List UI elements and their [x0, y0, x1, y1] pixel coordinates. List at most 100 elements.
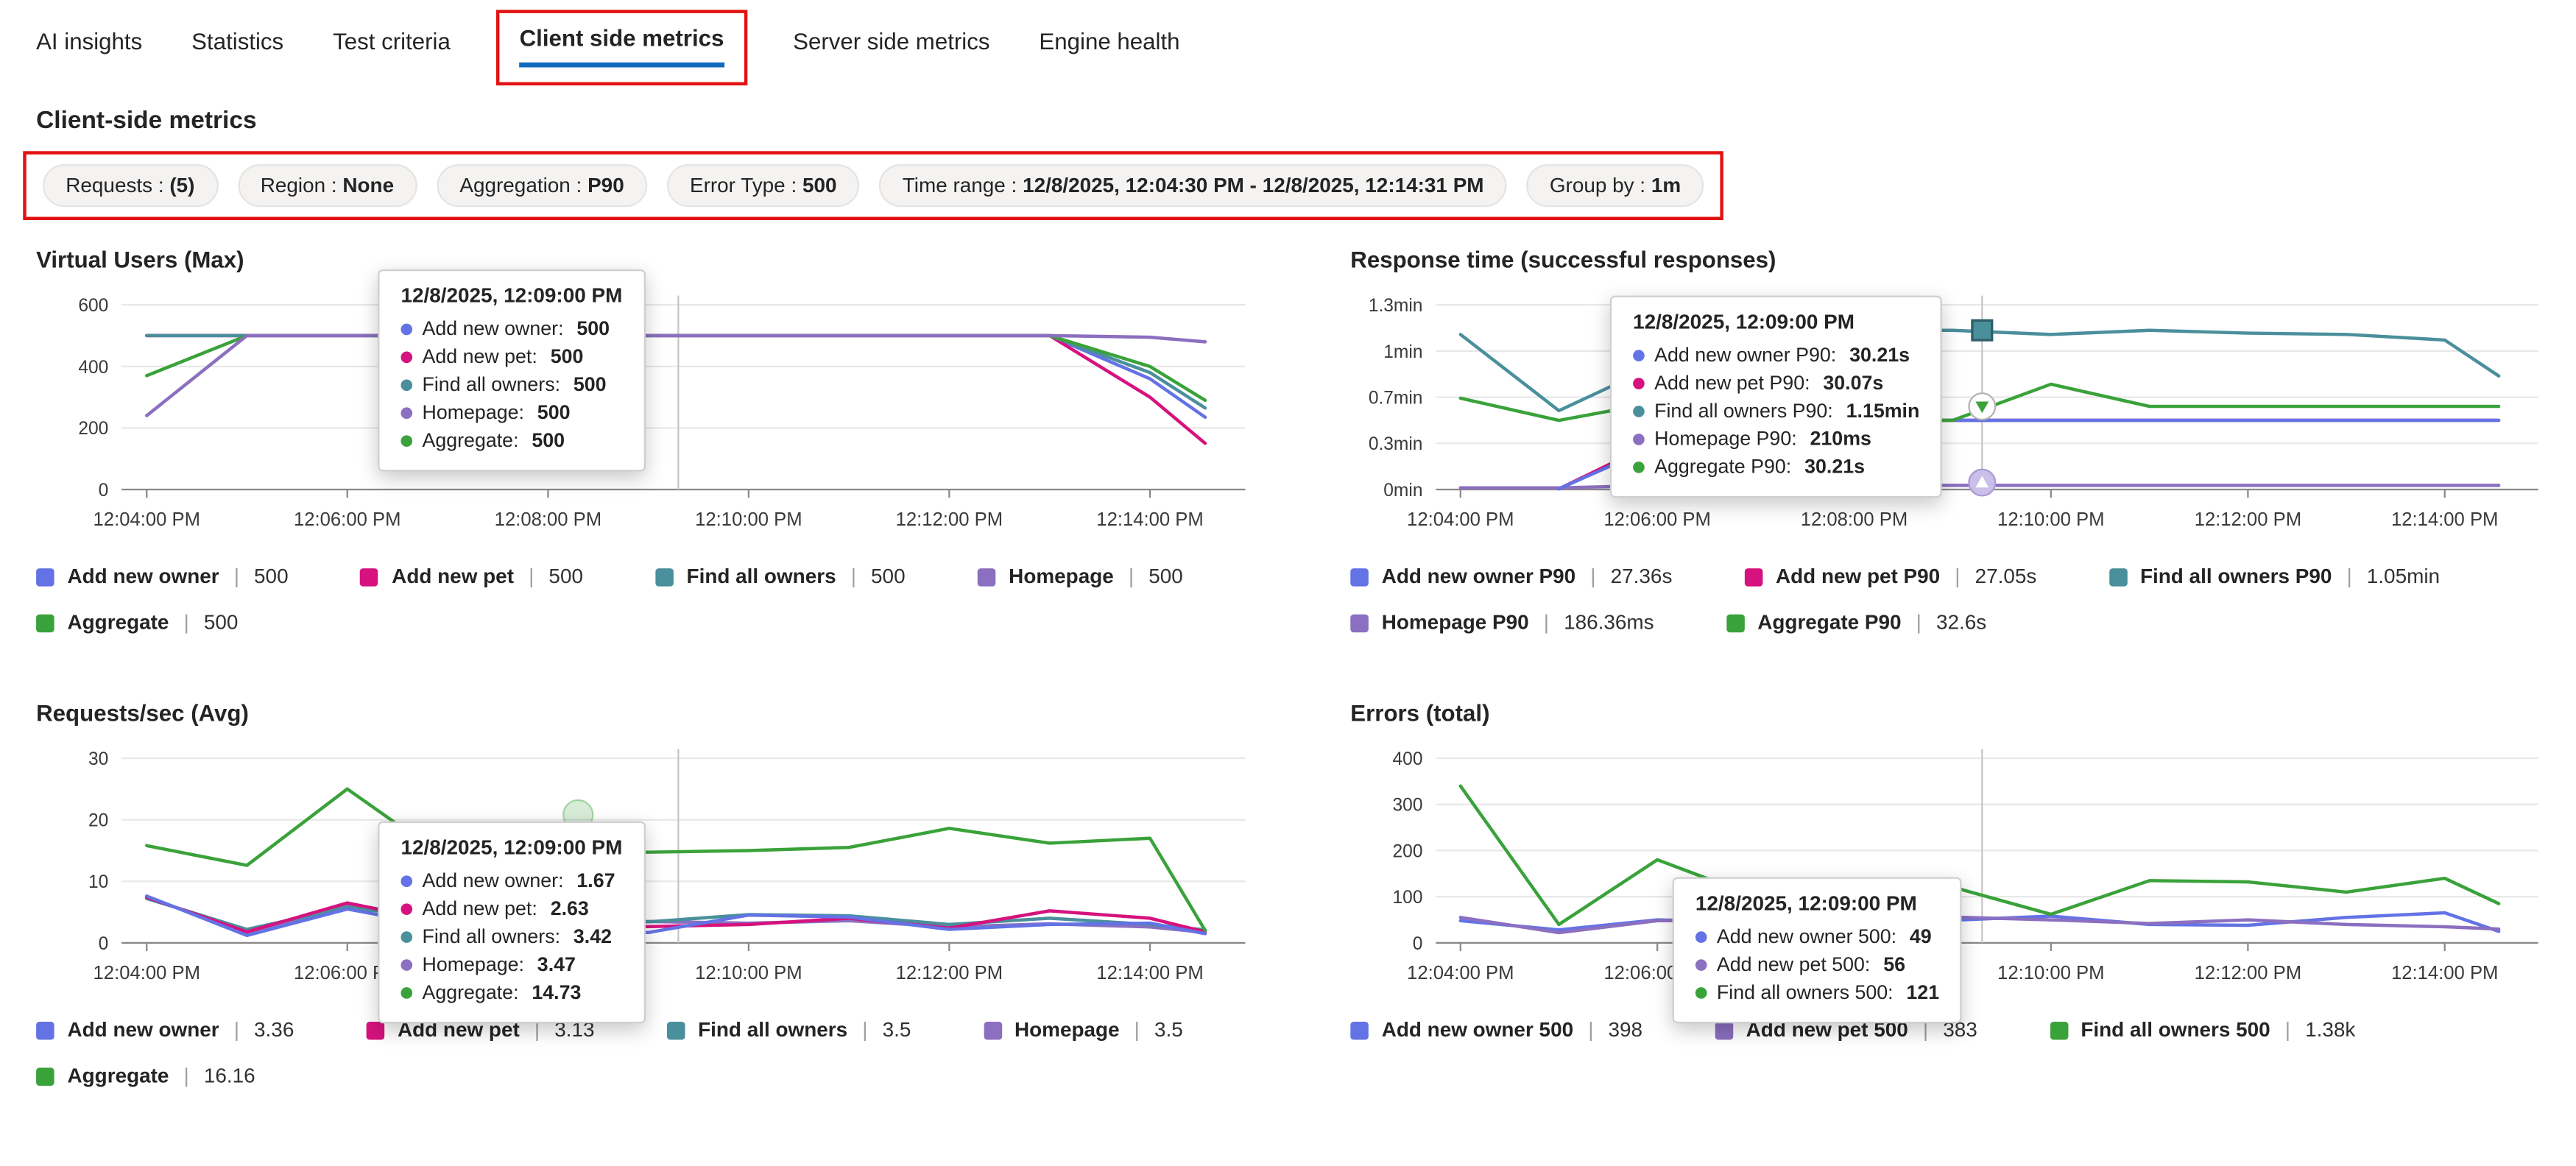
svg-text:12:10:00 PM: 12:10:00 PM [695, 509, 802, 530]
series-line-add-new-pet-500 [1458, 915, 2501, 935]
series-dot-icon [1633, 434, 1645, 445]
legend-value: 500 [1148, 565, 1183, 588]
tab-test-criteria[interactable]: Test criteria [333, 16, 451, 80]
chart-legend: Add new owner P90 | 27.36s Add new pet P90 |… [1350, 565, 2558, 634]
series-dot-icon [400, 407, 413, 420]
filter-pill-region[interactable]: Region : None [237, 164, 417, 208]
legend-item-add-new-owner[interactable]: Add new owner | 500 [36, 565, 289, 588]
legend-label: Add new owner 500 [1381, 1018, 1574, 1042]
series-dot-icon [400, 903, 413, 915]
legend-separator: | [1128, 565, 1135, 588]
filter-pill-aggregation[interactable]: Aggregation : P90 [437, 164, 647, 208]
legend-swatch-icon [1350, 613, 1369, 632]
legend-label: Homepage [1014, 1018, 1120, 1042]
series-dot-icon [1633, 462, 1645, 473]
legend-value: 398 [1608, 1018, 1643, 1042]
tooltip-row: Homepage P90: 210ms [1633, 425, 1919, 453]
chart-plot: 0 200 400 600 12:04:00 PM 12:06:00 PM 12:08:00… [36, 279, 1265, 545]
legend-label: Aggregate P90 [1757, 611, 1902, 635]
legend-value: 1.38k [2305, 1018, 2356, 1042]
filter-pill-time-range[interactable]: Time range : 12/8/2025, 12:04:30 PM - 12… [879, 164, 1507, 208]
svg-text:1min: 1min [1383, 342, 1422, 362]
legend-item-homepage[interactable]: Homepage | 3.5 [983, 1018, 1183, 1042]
legend-label: Aggregate [67, 1064, 169, 1088]
tooltip-series-label: Add new pet 500: [1716, 953, 1871, 976]
tab-label: Server side metrics [793, 27, 990, 54]
series-line-aggregate [145, 333, 1207, 403]
series-dot-icon [1695, 987, 1707, 999]
svg-text:12:04:00 PM: 12:04:00 PM [93, 509, 200, 530]
tab-engine-health[interactable]: Engine health [1039, 16, 1179, 80]
legend-swatch-icon [1744, 567, 1763, 586]
legend-item-add-new-pet-p90[interactable]: Add new pet P90 | 27.05s [1744, 565, 2037, 588]
svg-text:400: 400 [1393, 749, 1423, 769]
legend-separator: | [2284, 1018, 2291, 1042]
legend-swatch-icon [36, 1067, 54, 1085]
tooltip-series-label: Find all owners: [422, 372, 561, 396]
series-line-aggregate [145, 787, 1207, 933]
tooltip-series-value: 500 [573, 372, 607, 396]
legend-separator: | [2346, 565, 2352, 588]
legend-item-aggregate[interactable]: Aggregate | 500 [36, 611, 238, 634]
legend-item-find-all-owners-p90[interactable]: Find all owners P90 | 1.05min [2109, 565, 2440, 588]
tooltip-timestamp: 12/8/2025, 12:09:00 PM [1695, 891, 1917, 915]
legend-label: Add new owner [67, 565, 219, 588]
legend-separator: | [1955, 565, 1961, 588]
tooltip-timestamp: 12/8/2025, 12:09:00 PM [400, 284, 623, 308]
tooltip-row: Homepage: 3.47 [400, 951, 622, 979]
legend-value: 32.6s [1935, 611, 1987, 635]
tooltip-timestamp: 12/8/2025, 12:09:00 PM [400, 835, 623, 860]
svg-text:12:06:00 PM: 12:06:00 PM [1603, 509, 1710, 530]
svg-text:600: 600 [78, 296, 108, 316]
legend-item-aggregate[interactable]: Aggregate | 16.16 [36, 1064, 255, 1087]
svg-text:400: 400 [78, 358, 108, 378]
legend-item-homepage-p90[interactable]: Homepage P90 | 186.36ms [1350, 611, 1654, 634]
tab-client-side-metrics[interactable]: Client side metrics [496, 10, 747, 86]
legend-separator: | [183, 611, 189, 635]
charts-grid: Virtual Users (Max) 0 200 400 600 12:04:00 P… [36, 247, 2576, 1087]
filter-pill-requests[interactable]: Requests : (5) [43, 164, 218, 208]
legend-value: 27.05s [1975, 565, 2037, 588]
legend-item-add-new-owner[interactable]: Add new owner | 3.36 [36, 1019, 294, 1042]
svg-text:0: 0 [99, 481, 109, 501]
legend-item-aggregate-p90[interactable]: Aggregate P90 | 32.6s [1726, 611, 1986, 634]
legend-item-find-all-owners-500[interactable]: Find all owners 500 | 1.38k [2049, 1018, 2356, 1042]
chart-response-time: Response time (successful responses) 0mi… [1350, 247, 2558, 634]
tooltip-row: Aggregate P90: 30.21s [1633, 453, 1919, 481]
legend-item-add-new-owner-p90[interactable]: Add new owner P90 | 27.36s [1350, 565, 1672, 588]
legend-label: Find all owners [686, 565, 836, 588]
series-dot-icon [400, 875, 413, 888]
tooltip-row: Add new owner: 500 [400, 315, 622, 343]
tooltip-series-value: 49 [1909, 925, 1932, 948]
legend-label: Add new pet P90 [1775, 565, 1941, 588]
tooltip-series-label: Homepage: [422, 400, 524, 424]
tab-server-side-metrics[interactable]: Server side metrics [793, 16, 989, 80]
series-dot-icon [1633, 378, 1645, 389]
legend-item-homepage[interactable]: Homepage | 500 [977, 565, 1183, 588]
svg-text:12:06:00 PM: 12:06:00 PM [294, 509, 400, 530]
legend-swatch-icon [977, 567, 996, 586]
filter-pill-error-type[interactable]: Error Type : 500 [666, 164, 860, 208]
tab-statistics[interactable]: Statistics [191, 16, 283, 80]
legend-item-find-all-owners[interactable]: Find all owners | 500 [655, 565, 906, 588]
legend-label: Homepage P90 [1381, 611, 1529, 635]
legend-value: 500 [871, 565, 906, 588]
legend-swatch-icon [1715, 1020, 1733, 1039]
tooltip-row: Add new pet P90: 30.07s [1633, 370, 1919, 398]
svg-text:12:10:00 PM: 12:10:00 PM [1997, 963, 2104, 983]
legend-item-add-new-pet[interactable]: Add new pet | 500 [360, 565, 583, 588]
legend-item-add-new-owner-500[interactable]: Add new owner 500 | 398 [1350, 1019, 1642, 1042]
svg-text:1.3min: 1.3min [1369, 296, 1423, 316]
legend-label: Add new owner P90 [1381, 565, 1576, 588]
tooltip-series-value: 56 [1883, 953, 1906, 976]
legend-label: Add new pet [392, 565, 515, 588]
tooltip-series-value: 121 [1906, 981, 1940, 1004]
tooltip-series-value: 30.21s [1849, 343, 1910, 367]
tab-ai-insights[interactable]: AI insights [36, 16, 142, 80]
series-line-add-new-pet [145, 895, 1207, 934]
legend-item-find-all-owners[interactable]: Find all owners | 3.5 [666, 1019, 911, 1042]
legend-separator: | [1588, 1018, 1594, 1042]
series-line-find-all-owners [145, 333, 1207, 410]
filter-pill-group-by[interactable]: Group by : 1m [1526, 164, 1704, 208]
